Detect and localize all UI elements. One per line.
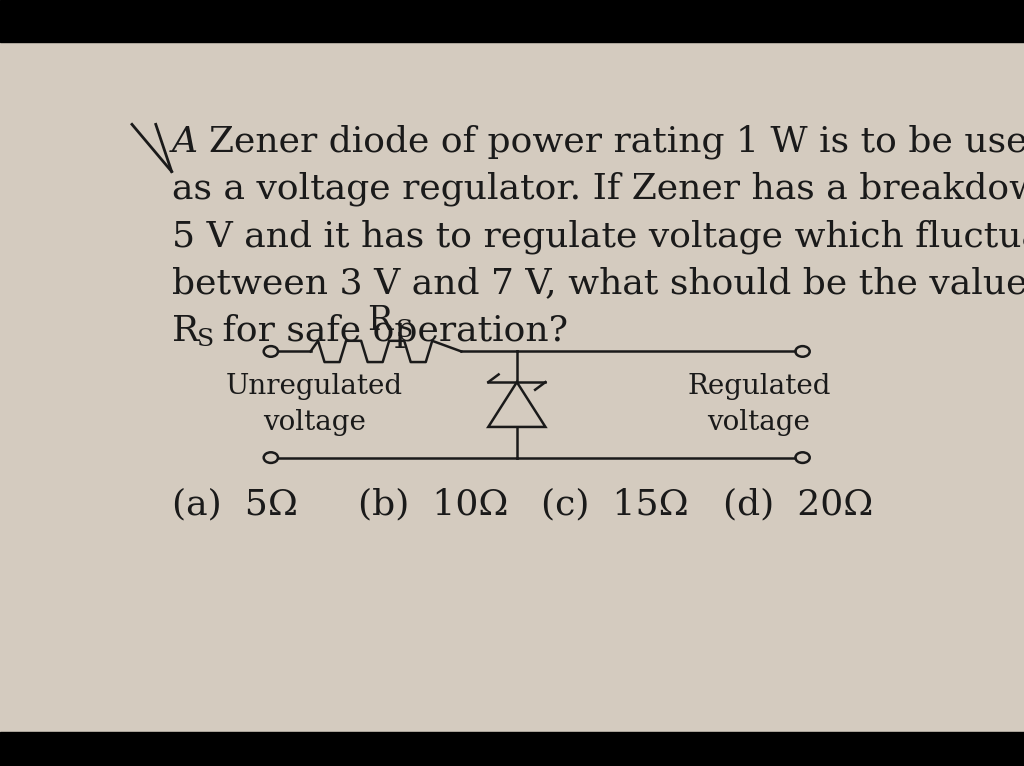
Text: Zener diode of power rating 1 W is to be used: Zener diode of power rating 1 W is to be…	[209, 125, 1024, 159]
Text: R: R	[367, 305, 392, 337]
Text: S: S	[395, 319, 413, 342]
Text: R: R	[172, 314, 199, 348]
Text: as a voltage regulator. If Zener has a breakdown of: as a voltage regulator. If Zener has a b…	[172, 172, 1024, 207]
Text: for safe operation?: for safe operation?	[211, 314, 567, 348]
Text: (c)  15Ω: (c) 15Ω	[541, 488, 688, 522]
Text: 5 V and it has to regulate voltage which fluctuated: 5 V and it has to regulate voltage which…	[172, 219, 1024, 254]
Text: (a)  5Ω: (a) 5Ω	[172, 488, 297, 522]
Text: (d)  20Ω: (d) 20Ω	[723, 488, 873, 522]
Text: A: A	[172, 125, 198, 159]
Text: Regulated
voltage: Regulated voltage	[687, 373, 830, 436]
Text: (b)  10Ω: (b) 10Ω	[358, 488, 508, 522]
Text: Unregulated
voltage: Unregulated voltage	[226, 373, 403, 436]
Text: S: S	[197, 328, 214, 351]
Text: between 3 V and 7 V, what should be the value of: between 3 V and 7 V, what should be the …	[172, 267, 1024, 300]
